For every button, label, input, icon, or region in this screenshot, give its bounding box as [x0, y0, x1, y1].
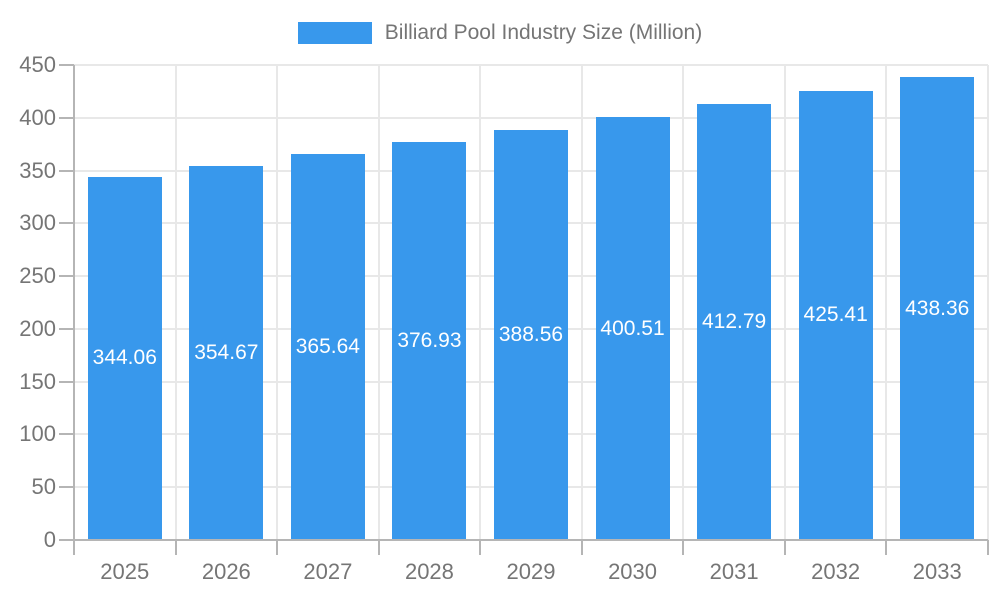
gridline-vertical [580, 65, 583, 540]
bar-2025[interactable] [87, 176, 162, 540]
x-axis-tick-label: 2026 [201, 559, 251, 584]
bar-2031[interactable] [697, 104, 772, 540]
y-axis-tick [59, 433, 74, 436]
y-axis-tick [59, 539, 74, 541]
gridline-vertical [174, 65, 177, 540]
y-axis-tick-label: 0 [43, 527, 56, 552]
y-axis-tick [59, 486, 74, 489]
y-axis-tick [59, 327, 74, 330]
x-axis-tick-label: 2027 [303, 559, 353, 584]
bar-2027[interactable] [290, 154, 365, 540]
x-axis-line [74, 539, 988, 541]
y-axis-tick-label: 100 [19, 421, 56, 447]
y-axis-tick-label: 350 [19, 157, 56, 183]
x-axis-tick [885, 540, 888, 555]
gridline-vertical [276, 65, 279, 540]
x-axis-tick-label: 2030 [608, 559, 658, 584]
bar-2033[interactable] [900, 77, 975, 540]
legend-swatch-icon [297, 22, 372, 44]
x-axis-tick-label: 2025 [100, 559, 150, 584]
bar-2026[interactable] [189, 165, 264, 540]
y-axis-tick-label: 150 [19, 368, 56, 394]
y-axis-tick [59, 222, 74, 225]
x-axis-tick-label: 2029 [506, 559, 556, 584]
x-axis-tick-label: 2031 [709, 559, 759, 584]
y-axis-line [73, 65, 75, 555]
chart-legend[interactable]: Billiard Pool Industry Size (Million) [0, 20, 1000, 46]
gridline-vertical [783, 65, 786, 540]
x-axis-tick [682, 540, 685, 555]
gridline-horizontal [74, 116, 988, 119]
y-axis-tick-label: 250 [19, 263, 56, 289]
x-axis-tick [377, 540, 380, 555]
gridline-horizontal [74, 64, 988, 66]
gridline-vertical [682, 65, 685, 540]
bar-2029[interactable] [494, 129, 568, 540]
x-axis-tick-label: 2028 [404, 559, 454, 584]
x-axis-tick [174, 540, 177, 555]
x-axis-tick [479, 540, 482, 555]
y-axis-tick [59, 64, 74, 66]
bar-2028[interactable] [392, 142, 467, 540]
y-axis-tick [59, 116, 74, 119]
gridline-vertical [479, 65, 482, 540]
x-axis-tick [276, 540, 279, 555]
x-axis-tick [783, 540, 786, 555]
legend-label: Billiard Pool Industry Size (Million) [384, 21, 703, 44]
bar-2030[interactable] [595, 117, 670, 540]
y-axis-tick [59, 380, 74, 383]
y-axis-tick-label: 400 [19, 104, 56, 130]
gridline-vertical [885, 65, 888, 540]
y-axis-tick-label: 50 [31, 474, 56, 500]
x-axis-tick-label: 2033 [912, 559, 962, 584]
x-axis-tick-label: 2032 [811, 559, 861, 584]
y-axis-tick [59, 275, 74, 278]
y-axis-tick-label: 450 [19, 52, 56, 77]
y-axis-tick-label: 200 [19, 315, 56, 341]
x-axis-tick [987, 540, 989, 555]
x-axis-tick [580, 540, 583, 555]
gridline-vertical [987, 65, 989, 540]
y-axis-tick-label: 300 [19, 210, 56, 236]
bar-2032[interactable] [798, 90, 873, 540]
y-axis-tick [59, 169, 74, 172]
gridline-vertical [377, 65, 380, 540]
